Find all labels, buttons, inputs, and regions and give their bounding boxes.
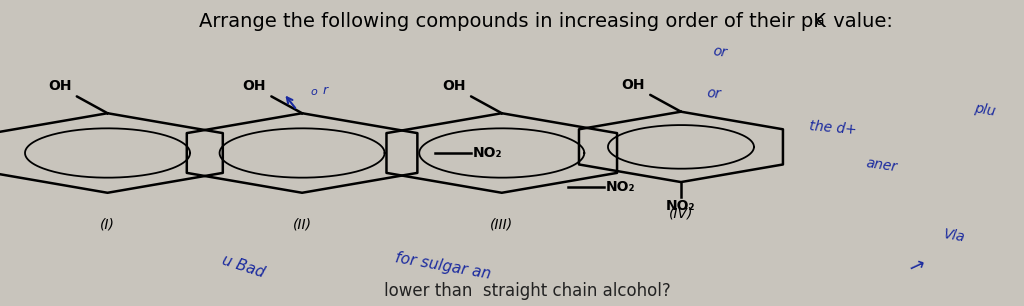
Text: lower than  straight chain alcohol?: lower than straight chain alcohol? xyxy=(384,282,671,300)
Text: (III): (III) xyxy=(490,217,513,231)
Text: aner: aner xyxy=(865,156,898,174)
Text: NO₂: NO₂ xyxy=(473,146,503,160)
Text: OH: OH xyxy=(48,79,72,93)
Text: OH: OH xyxy=(442,79,466,93)
Text: OH: OH xyxy=(622,78,645,92)
Text: (II): (II) xyxy=(293,217,311,231)
Text: u Bad: u Bad xyxy=(220,252,266,280)
Text: OH: OH xyxy=(243,79,266,93)
Text: NO₂: NO₂ xyxy=(667,199,695,213)
Text: (IV): (IV) xyxy=(669,207,693,221)
Text: or: or xyxy=(712,44,728,60)
Text: value:: value: xyxy=(827,12,893,31)
Text: for sulgar an: for sulgar an xyxy=(394,250,493,282)
Text: o: o xyxy=(310,88,317,97)
Text: the d+: the d+ xyxy=(809,119,857,138)
Text: a: a xyxy=(815,14,823,28)
Text: Arrange the following compounds in increasing order of their pK: Arrange the following compounds in incre… xyxy=(199,12,825,31)
Text: →: → xyxy=(906,254,929,278)
Text: plu: plu xyxy=(973,101,996,119)
Text: or: or xyxy=(707,86,722,101)
Text: NO₂: NO₂ xyxy=(606,181,636,194)
Text: (I): (I) xyxy=(100,217,115,231)
Text: Vla: Vla xyxy=(942,227,966,244)
Text: r: r xyxy=(323,84,328,97)
